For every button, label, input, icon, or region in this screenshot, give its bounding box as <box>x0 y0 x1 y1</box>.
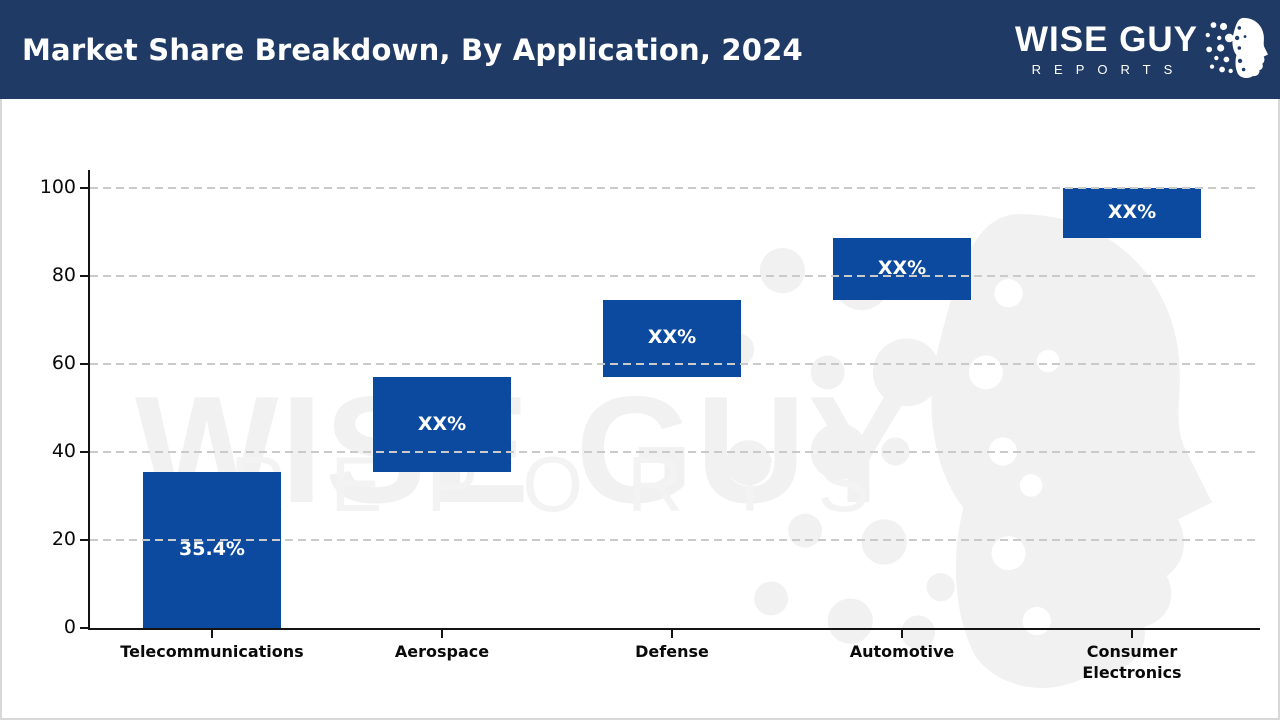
x-tick-label-telecommunications: Telecommunications <box>120 642 304 661</box>
bar-aerospace: XX% <box>373 376 511 473</box>
bar-automotive: XX% <box>833 237 971 300</box>
x-tickmark <box>671 630 673 638</box>
x-tickmark <box>1131 630 1133 638</box>
y-tick-label: 20 <box>51 527 76 550</box>
x-tickmark <box>211 630 213 638</box>
brand-logo-text: WISE GUY REPORTS <box>1015 22 1198 77</box>
page-title: Market Share Breakdown, By Application, … <box>22 32 803 67</box>
bar-value-label: XX% <box>1107 200 1157 223</box>
bar-consumer-electronics: XX% <box>1063 187 1201 238</box>
y-tickmark <box>80 627 88 629</box>
gridline-y-40 <box>90 450 1260 453</box>
y-tickmark <box>80 538 88 541</box>
gridline-y-80 <box>90 274 1260 277</box>
y-axis <box>88 170 90 630</box>
y-tickmark <box>80 274 88 277</box>
wiseguy-head-icon <box>1202 5 1268 95</box>
y-tick-label: 40 <box>51 439 76 462</box>
y-tickmark <box>80 450 88 453</box>
bar-value-label: XX% <box>647 326 697 349</box>
brand-subtitle: REPORTS <box>1031 62 1186 77</box>
bar-defense: XX% <box>603 299 741 377</box>
bar-telecommunications: 35.4% <box>143 472 281 628</box>
y-tick-label: 100 <box>39 175 76 198</box>
bar-value-label: 35.4% <box>179 538 245 561</box>
x-tick-label-automotive: Automotive <box>849 642 955 661</box>
gridline-y-60 <box>90 362 1260 365</box>
x-axis <box>88 628 1260 630</box>
y-tickmark <box>80 186 88 189</box>
brand-name: WISE GUY <box>1014 20 1198 59</box>
gridline-y-20 <box>90 538 1260 541</box>
x-tickmark <box>441 630 443 638</box>
y-tick-label: 0 <box>63 616 76 638</box>
y-tickmark <box>80 362 88 365</box>
header-bar: Market Share Breakdown, By Application, … <box>0 0 1280 99</box>
gridline-y-100 <box>90 186 1260 189</box>
x-tick-label-aerospace: Aerospace <box>394 642 490 661</box>
y-tick-label: 80 <box>51 263 76 286</box>
x-tick-label-consumer-electronics: Consumer Electronics <box>1082 642 1182 682</box>
bar-value-label: XX% <box>877 256 927 279</box>
bar-value-label: XX% <box>417 412 467 435</box>
y-tick-label: 60 <box>51 351 76 374</box>
x-tick-label-defense: Defense <box>635 642 709 661</box>
x-tickmark <box>901 630 903 638</box>
chart-canvas: WISE GUY REPORTS 35.4% XX% XX% XX% XX <box>0 99 1280 720</box>
brand-logo: WISE GUY REPORTS <box>1015 5 1268 95</box>
